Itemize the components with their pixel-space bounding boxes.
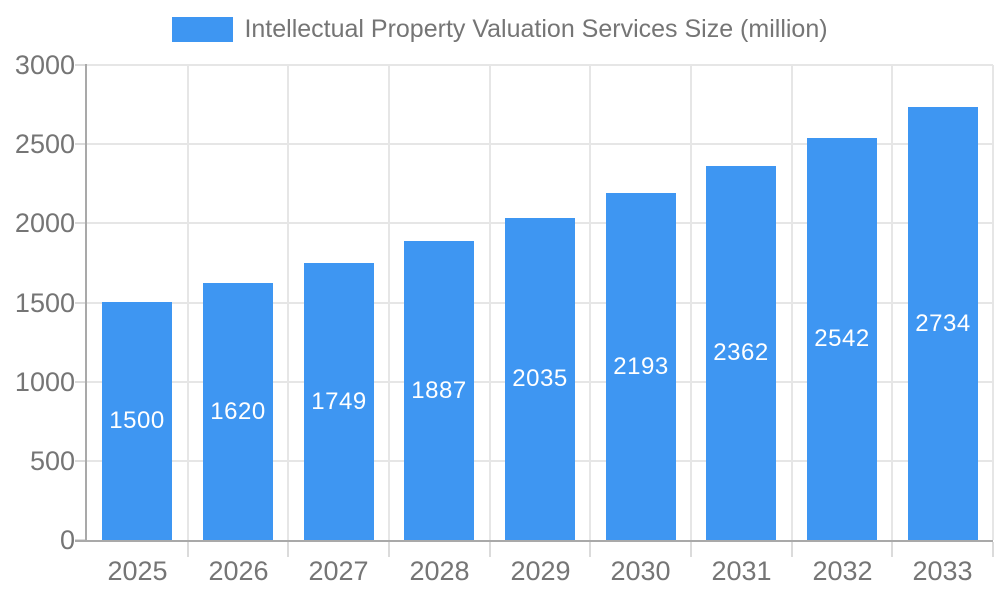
bar-value-label: 2542: [814, 325, 870, 352]
bar-value-label: 1620: [210, 397, 266, 425]
y-tick-label: 0: [59, 525, 75, 555]
bar-value-label: 1749: [311, 387, 367, 415]
v-gridline: [489, 65, 491, 540]
v-gridline: [187, 65, 189, 540]
y-axis-tick: [75, 381, 85, 383]
bar[interactable]: 2362: [706, 166, 776, 540]
y-axis-tick: [75, 302, 85, 304]
y-tick-label: 2000: [14, 208, 75, 238]
bar[interactable]: 1749: [304, 263, 374, 540]
h-gridline: [87, 143, 993, 145]
bar-value-label: 2193: [613, 352, 669, 380]
x-tick-label: 2030: [610, 556, 671, 586]
y-axis-tick: [75, 143, 85, 145]
v-gridline: [992, 65, 994, 540]
x-axis-tick: [891, 542, 893, 557]
x-tick-label: 2027: [308, 556, 369, 586]
bar[interactable]: 1620: [203, 283, 273, 540]
bar[interactable]: 2542: [807, 138, 877, 540]
x-tick-label: 2033: [912, 556, 973, 586]
v-gridline: [589, 65, 591, 540]
x-tick-label: 2026: [208, 556, 269, 586]
v-gridline: [891, 65, 893, 540]
h-gridline: [87, 64, 993, 66]
y-axis-tick: [75, 64, 85, 66]
x-axis-tick: [187, 542, 189, 557]
bar-value-label: 2035: [512, 365, 568, 392]
bar-value-label: 2734: [915, 309, 971, 337]
x-axis-tick: [992, 542, 994, 557]
bar[interactable]: 1500: [102, 302, 172, 540]
legend-swatch-icon: [172, 16, 234, 42]
x-axis-tick: [791, 542, 793, 557]
x-tick-label: 2031: [711, 556, 772, 586]
bar-value-label: 2362: [713, 339, 769, 366]
y-axis-tick: [75, 222, 85, 224]
x-tick-label: 2025: [107, 556, 168, 586]
bar[interactable]: 2035: [505, 218, 575, 540]
bar-value-label: 1500: [109, 407, 165, 434]
x-tick-label: 2032: [812, 556, 873, 586]
x-axis-tick: [589, 542, 591, 557]
v-gridline: [388, 65, 390, 540]
v-gridline: [791, 65, 793, 540]
x-axis-line: [75, 540, 993, 542]
x-tick-label: 2028: [409, 556, 470, 586]
y-tick-label: 1000: [14, 367, 75, 397]
y-tick-label: 1500: [14, 288, 75, 318]
y-axis-tick: [75, 460, 85, 462]
v-gridline: [690, 65, 692, 540]
legend[interactable]: Intellectual Property Valuation Services…: [0, 15, 1000, 43]
x-axis-tick: [690, 542, 692, 557]
legend-label: Intellectual Property Valuation Services…: [244, 14, 828, 43]
y-tick-label: 2500: [14, 129, 75, 159]
bar-value-label: 1887: [411, 376, 467, 404]
x-axis-tick: [388, 542, 390, 557]
x-axis-tick: [489, 542, 491, 557]
y-tick-label: 500: [29, 446, 75, 476]
bar[interactable]: 2734: [908, 107, 978, 540]
bar[interactable]: 1887: [404, 241, 474, 540]
y-axis-line: [85, 64, 87, 542]
x-tick-label: 2029: [510, 556, 571, 586]
y-tick-label: 3000: [14, 50, 75, 80]
x-axis-tick: [287, 542, 289, 557]
bar[interactable]: 2193: [606, 193, 676, 540]
v-gridline: [287, 65, 289, 540]
